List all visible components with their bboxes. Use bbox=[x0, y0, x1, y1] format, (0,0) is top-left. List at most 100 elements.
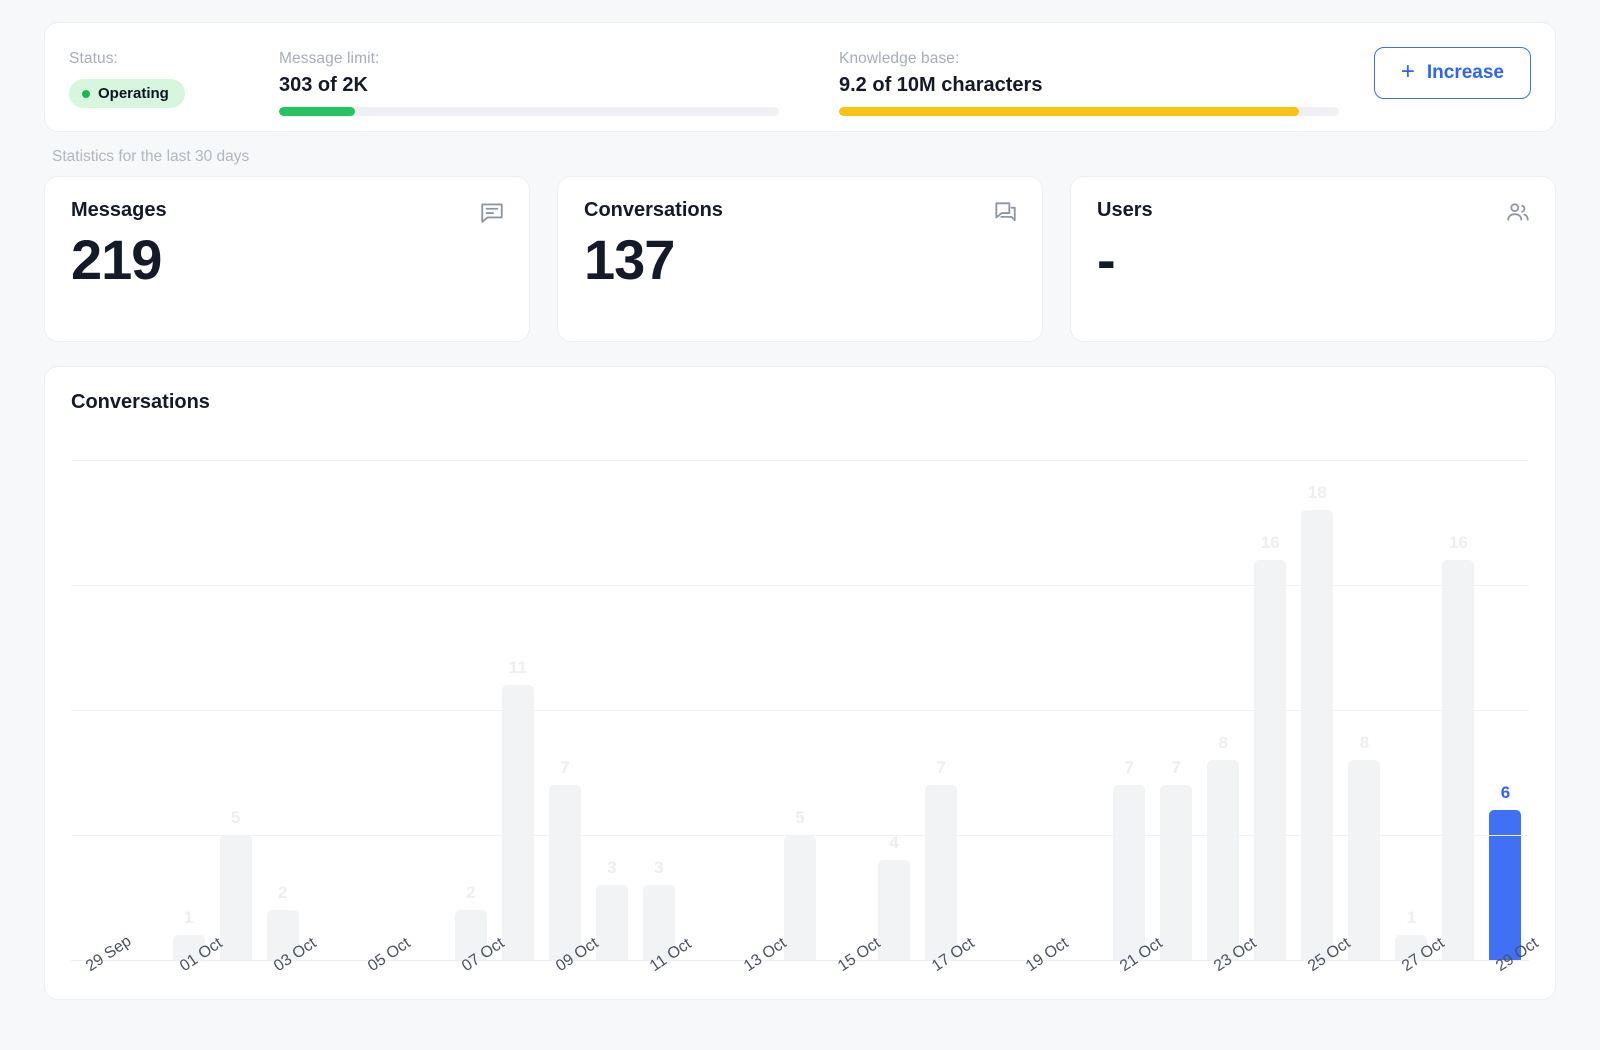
chart-bar-slot[interactable]: 2 bbox=[259, 461, 306, 960]
chart-x-tick: 27 Oct bbox=[1399, 935, 1448, 979]
stat-card-value: 137 bbox=[584, 228, 675, 291]
message-limit-label: Message limit: bbox=[279, 50, 380, 67]
chart-bar-value-label: 8 bbox=[1359, 733, 1370, 752]
chart-bar[interactable]: 5 bbox=[784, 808, 816, 960]
stat-card-value: 219 bbox=[71, 228, 162, 291]
chart-x-tick: 13 Oct bbox=[741, 935, 790, 979]
chart-bar-value-label: 7 bbox=[936, 758, 946, 777]
plus-icon: + bbox=[1400, 58, 1415, 85]
chart-bar-slot[interactable]: 11 bbox=[494, 461, 541, 960]
stat-card-users: Users - bbox=[1070, 176, 1556, 342]
chart-bar-slot[interactable]: 7 bbox=[918, 461, 965, 960]
chart-bars: 1 5 2 2 11 7 3 3 5 4 7 7 7 8 16 18 8 1 16 6 bbox=[71, 461, 1529, 960]
chart-x-tick: 25 Oct bbox=[1305, 935, 1354, 979]
knowledge-base-progress bbox=[839, 107, 1339, 116]
chart-bar[interactable]: 8 bbox=[1207, 733, 1240, 960]
chart-bar[interactable]: 7 bbox=[1160, 758, 1193, 960]
chart-bar-slot[interactable]: 3 bbox=[588, 461, 635, 960]
chart-gridline bbox=[71, 585, 1529, 586]
chart-bar[interactable]: 7 bbox=[548, 758, 581, 960]
stat-card-conversations: Conversations 137 bbox=[557, 176, 1043, 342]
chart-bar[interactable]: 3 bbox=[642, 858, 675, 960]
chart-bar-value-label: 5 bbox=[230, 808, 241, 827]
chart-bar-slot[interactable]: 1 bbox=[1388, 461, 1435, 960]
stat-card-value: - bbox=[1097, 228, 1116, 291]
chart-bar-value-label: 16 bbox=[1448, 533, 1468, 552]
chart-bar[interactable]: 16 bbox=[1254, 533, 1287, 960]
status-badge: Operating bbox=[69, 79, 185, 108]
chart-bar[interactable]: 2 bbox=[266, 883, 299, 960]
chart-bar-slot[interactable]: 3 bbox=[635, 461, 682, 960]
chart-bar[interactable]: 2 bbox=[454, 883, 487, 960]
chart-x-tick: 29 Sep bbox=[83, 933, 135, 979]
knowledge-base-value: 9.2 of 10M characters bbox=[839, 74, 1043, 96]
chart-bar-slot[interactable]: 7 bbox=[1106, 461, 1153, 960]
conversations-chart-panel: Conversations 1 5 2 2 11 7 3 3 5 4 7 7 7 8 16 18 8 1 16 6 2… bbox=[44, 366, 1556, 1000]
chart-bar-slot[interactable]: 7 bbox=[1153, 461, 1200, 960]
increase-button[interactable]: + Increase bbox=[1373, 47, 1531, 99]
chart-bar[interactable]: 18 bbox=[1301, 483, 1334, 960]
chart-bar-value-label: 6 bbox=[1500, 783, 1511, 802]
stat-card-title: Users bbox=[1097, 199, 1153, 221]
chart-bar[interactable]: 5 bbox=[219, 808, 252, 960]
status-dot-icon bbox=[82, 89, 90, 98]
knowledge-base-progress-fill bbox=[839, 107, 1299, 116]
knowledge-base-label: Knowledge base: bbox=[839, 50, 960, 67]
chart-bar-value-label: 4 bbox=[889, 833, 899, 852]
message-limit-value: 303 of 2K bbox=[279, 74, 368, 96]
chart-bar[interactable]: 1 bbox=[172, 908, 205, 960]
chart-bar[interactable]: 3 bbox=[595, 858, 628, 960]
status-badge-label: Operating bbox=[98, 85, 169, 102]
chart-x-axis: 29 Sep 01 Oct 03 Oct 05 Oct 07 Oct 09 Oct 11 O… bbox=[71, 933, 1543, 1031]
chart-bar[interactable]: 1 bbox=[1395, 908, 1428, 960]
message-icon bbox=[479, 199, 505, 230]
chart-x-tick: 29 Oct bbox=[1493, 935, 1542, 979]
chart-bar-value-label: 8 bbox=[1218, 733, 1228, 752]
chart-bar-slot[interactable]: 5 bbox=[212, 461, 259, 960]
chart-bar[interactable]: 11 bbox=[501, 658, 534, 960]
chart-bar[interactable]: 16 bbox=[1442, 533, 1475, 960]
chart-bar-slot[interactable]: 16 bbox=[1435, 461, 1482, 960]
chart-bar-value-label: 3 bbox=[654, 858, 664, 877]
chart-bar-slot[interactable]: 16 bbox=[1247, 461, 1294, 960]
chart-x-tick: 01 Oct bbox=[177, 935, 226, 979]
chart-bar-value-label: 7 bbox=[1171, 758, 1181, 777]
chart-x-tick: 11 Oct bbox=[647, 935, 695, 979]
chart-x-tick: 07 Oct bbox=[459, 935, 508, 979]
chart-bar-value-label: 2 bbox=[466, 883, 476, 902]
chart-bar[interactable]: 6 bbox=[1489, 783, 1522, 960]
chart-bar-value-label: 7 bbox=[1124, 758, 1134, 777]
stat-card-title: Conversations bbox=[584, 199, 723, 221]
chart-x-tick: 05 Oct bbox=[365, 935, 414, 979]
message-limit-block: Message limit: 303 of 2K bbox=[279, 49, 779, 116]
chart-bar-slot[interactable]: 4 bbox=[871, 461, 918, 960]
chart-bar-slot[interactable]: 2 bbox=[447, 461, 494, 960]
message-limit-progress-fill bbox=[279, 107, 355, 116]
chart-bar[interactable]: 7 bbox=[925, 758, 958, 960]
conversations-icon bbox=[992, 199, 1018, 230]
chart-x-tick: 19 Oct bbox=[1023, 935, 1072, 979]
status-label: Status: bbox=[69, 50, 118, 67]
chart-bar-value-label: 1 bbox=[183, 908, 194, 927]
message-limit-progress bbox=[279, 107, 779, 116]
chart-plot-area: 1 5 2 2 11 7 3 3 5 4 7 7 7 8 16 18 8 1 16 6 bbox=[71, 460, 1529, 961]
chart-x-tick: 21 Oct bbox=[1117, 935, 1166, 979]
chart-bar-slot[interactable]: 7 bbox=[541, 461, 588, 960]
chart-x-tick: 09 Oct bbox=[553, 935, 602, 979]
chart-bar-slot[interactable]: 1 bbox=[165, 461, 212, 960]
chart-bar-value-label: 5 bbox=[795, 808, 805, 827]
chart-x-tick: 23 Oct bbox=[1211, 935, 1260, 979]
stat-cards-row: Messages 219 Conversations 137 Users - bbox=[44, 176, 1556, 342]
chart-bar-slot[interactable]: 5 bbox=[776, 461, 823, 960]
chart-title: Conversations bbox=[71, 391, 210, 413]
stat-card-title: Messages bbox=[71, 199, 167, 221]
chart-bar[interactable]: 4 bbox=[878, 833, 911, 960]
chart-bar-slot[interactable]: 8 bbox=[1341, 461, 1388, 960]
users-icon bbox=[1505, 199, 1531, 230]
chart-gridline bbox=[71, 460, 1529, 461]
chart-bar[interactable]: 8 bbox=[1348, 733, 1381, 960]
increase-button-label: Increase bbox=[1426, 62, 1504, 83]
chart-bar-slot[interactable]: 8 bbox=[1200, 461, 1247, 960]
chart-bar[interactable]: 7 bbox=[1113, 758, 1146, 960]
